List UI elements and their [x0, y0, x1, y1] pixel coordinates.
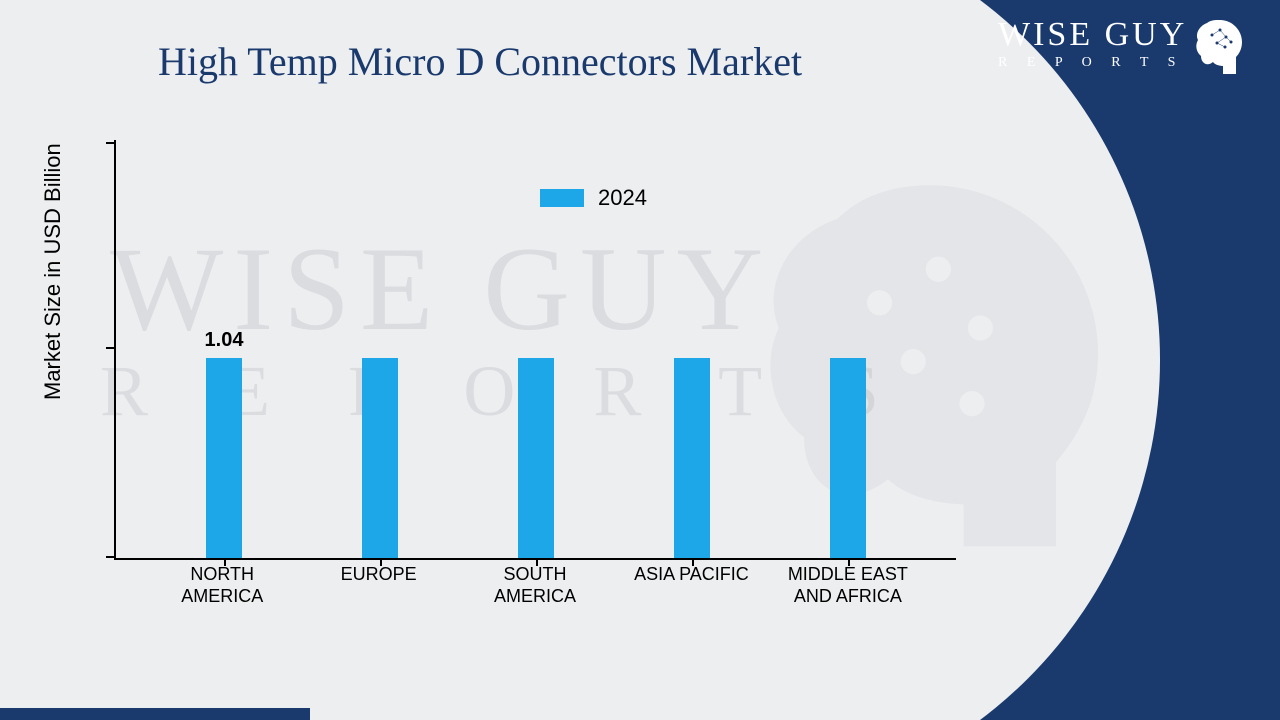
bar [518, 358, 554, 558]
chart-title: High Temp Micro D Connectors Market [0, 38, 960, 85]
chart-legend: 2024 [540, 185, 647, 211]
bars-container: 1.04 [116, 140, 956, 558]
brand-name: WISE GUY [998, 18, 1187, 52]
legend-label: 2024 [598, 185, 647, 211]
bar-slot [770, 140, 926, 558]
brand-subtitle: R E P O R T S [998, 56, 1187, 70]
bar [362, 358, 398, 558]
y-tick [106, 556, 116, 558]
x-tick-label: SOUTH AMERICA [457, 564, 613, 607]
bar-value-label: 1.04 [205, 329, 244, 352]
bar [206, 358, 242, 558]
bar-chart: Market Size in USD Billion 1.04 NORTH AM… [96, 140, 956, 660]
y-axis-label: Market Size in USD Billion [40, 143, 66, 400]
x-tick-label: ASIA PACIFIC [613, 564, 769, 607]
bar-slot [302, 140, 458, 558]
bar [830, 358, 866, 558]
bar [674, 358, 710, 558]
brand-head-icon [1193, 18, 1247, 78]
bar-slot: 1.04 [146, 140, 302, 558]
x-tick-label: NORTH AMERICA [144, 564, 300, 607]
y-tick [106, 347, 116, 349]
x-tick-label: EUROPE [300, 564, 456, 607]
plot-area: 1.04 [114, 140, 956, 560]
brand-logo: WISE GUY R E P O R T S [998, 18, 1258, 78]
y-tick [106, 142, 116, 144]
chart-canvas: WISE GUY R E P O R T S WISE GUY R E P O … [0, 0, 1280, 720]
legend-swatch [540, 189, 584, 207]
x-axis-labels: NORTH AMERICAEUROPESOUTH AMERICAASIA PAC… [114, 564, 956, 607]
bottom-accent-bar [0, 708, 310, 720]
x-tick-label: MIDDLE EAST AND AFRICA [770, 564, 926, 607]
